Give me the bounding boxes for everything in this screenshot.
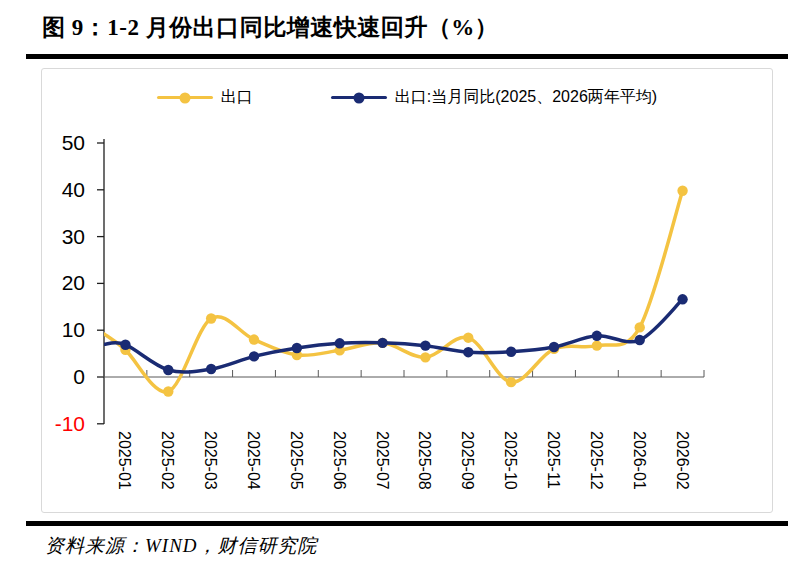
x-tick-label: 2025-06 bbox=[331, 431, 348, 490]
source-note: 资料来源：WIND，财信研究院 bbox=[45, 533, 785, 559]
x-tick-label: 2025-10 bbox=[502, 431, 519, 490]
y-tick-label: 10 bbox=[42, 319, 85, 341]
x-tick-label: 2025-11 bbox=[545, 431, 562, 489]
title-divider bbox=[26, 54, 788, 59]
x-tick-label: 2025-03 bbox=[202, 431, 219, 490]
chart-container: 出口 出口:当月同比(2025、2026两年平均) 50403020100-10… bbox=[41, 68, 773, 513]
y-tick-label: 30 bbox=[42, 226, 85, 248]
x-tick-label: 2026-02 bbox=[674, 431, 691, 490]
source-divider bbox=[26, 521, 788, 526]
x-tick-label: 2025-01 bbox=[116, 431, 133, 490]
x-tick-label: 2025-05 bbox=[288, 431, 305, 490]
x-tick-label: 2025-09 bbox=[459, 431, 476, 490]
x-tick-label: 2025-08 bbox=[416, 431, 433, 490]
x-tick-label: 2025-02 bbox=[159, 431, 176, 490]
figure-title: 图 9：1-2 月份出口同比增速快速回升（%） bbox=[42, 12, 782, 43]
x-tick-label: 2025-04 bbox=[245, 431, 262, 490]
x-tick-label: 2025-07 bbox=[374, 431, 391, 490]
y-tick-label: 50 bbox=[42, 132, 85, 154]
x-tick-label: 2026-01 bbox=[631, 431, 648, 490]
y-tick-label: 0 bbox=[42, 366, 85, 388]
line-chart bbox=[42, 69, 774, 514]
y-tick-label: -10 bbox=[42, 413, 85, 435]
y-tick-label: 40 bbox=[42, 179, 85, 201]
x-tick-label: 2025-12 bbox=[588, 431, 605, 490]
y-tick-label: 20 bbox=[42, 272, 85, 294]
